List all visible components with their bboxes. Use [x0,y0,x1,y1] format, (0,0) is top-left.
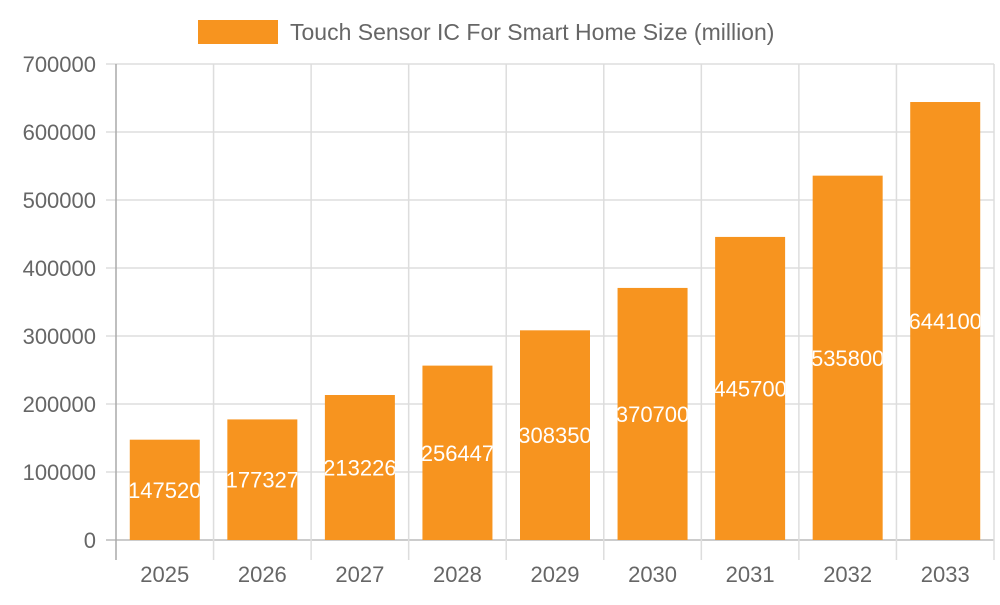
y-tick-label: 700000 [23,52,96,77]
y-tick-label: 600000 [23,120,96,145]
data-label: 147520 [128,478,201,503]
bar [422,365,493,540]
legend[interactable]: Touch Sensor IC For Smart Home Size (mil… [198,19,774,45]
x-tick-label: 2025 [140,562,189,587]
y-tick-label: 0 [84,528,96,553]
x-tick-label: 2031 [726,562,775,587]
data-label: 308350 [518,423,591,448]
x-tick-label: 2026 [238,562,287,587]
data-label: 256447 [421,441,494,466]
bar [812,175,883,540]
y-tick-label: 100000 [23,460,96,485]
x-tick-label: 2030 [628,562,677,587]
data-label: 213226 [323,456,396,481]
x-tick-label: 2028 [433,562,482,587]
y-tick-label: 300000 [23,324,96,349]
data-label: 370700 [616,402,689,427]
bar [129,439,200,540]
x-tick-label: 2029 [531,562,580,587]
legend-swatch [198,20,278,44]
y-tick-label: 400000 [23,256,96,281]
data-label: 644100 [909,309,982,334]
data-label: 535800 [811,346,884,371]
y-tick-label: 200000 [23,392,96,417]
x-tick-label: 2033 [921,562,970,587]
bar [715,236,786,540]
x-tick-label: 2032 [823,562,872,587]
bar [617,287,688,540]
bar [520,330,590,540]
bar [324,395,395,540]
data-label: 177327 [226,468,299,493]
x-tick-label: 2027 [335,562,384,587]
bar [227,419,298,540]
bar [910,102,981,541]
y-tick-label: 500000 [23,188,96,213]
data-label: 445700 [713,376,786,401]
legend-label: Touch Sensor IC For Smart Home Size (mil… [290,19,774,45]
